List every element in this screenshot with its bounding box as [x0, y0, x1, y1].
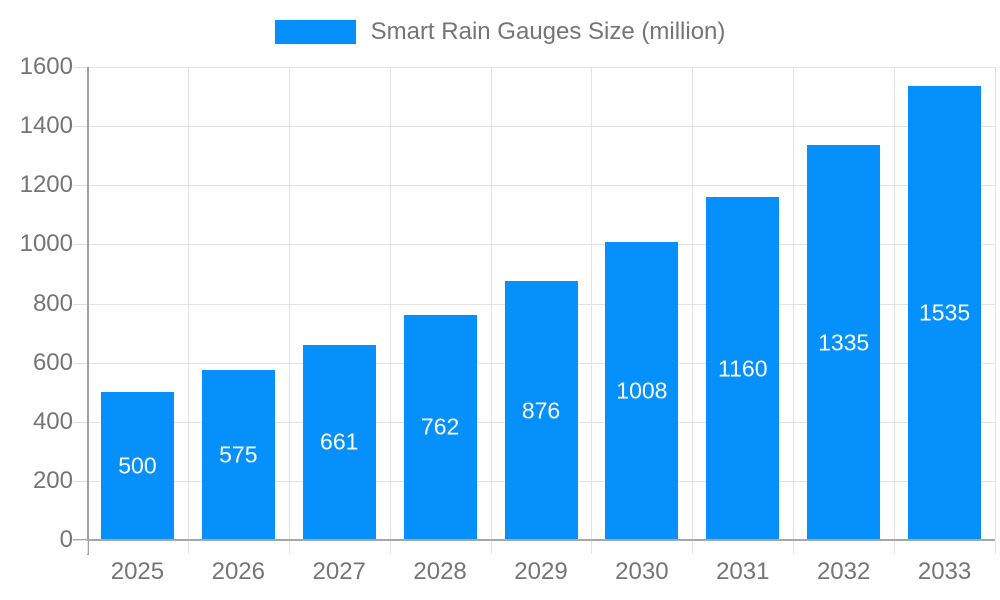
x-gridline	[288, 67, 290, 540]
legend-series-label[interactable]: Smart Rain Gauges Size (million)	[370, 18, 726, 45]
y-axis-tick	[73, 303, 87, 305]
y-axis-tick-label: 1200	[19, 171, 73, 199]
y-gridline	[87, 126, 995, 128]
x-axis-line	[73, 539, 995, 541]
x-axis-tick	[692, 541, 694, 554]
y-axis-tick	[73, 67, 87, 68]
x-gridline	[187, 67, 189, 540]
y-axis-tick-label: 200	[32, 466, 73, 494]
y-axis-line	[87, 67, 89, 555]
x-axis-tick-label: 2027	[312, 558, 366, 585]
bar-2033[interactable]: 1535	[908, 86, 982, 540]
y-axis-tick	[73, 244, 87, 246]
x-axis-tick	[288, 541, 290, 554]
y-axis-tick	[73, 362, 87, 364]
bar-value-label: 1535	[918, 299, 971, 326]
bar-2029[interactable]: 876	[504, 281, 578, 540]
y-axis-tick	[73, 185, 87, 187]
y-gridline	[87, 244, 995, 246]
x-axis-tick	[591, 541, 593, 554]
x-gridline	[389, 67, 391, 540]
y-axis-tick	[73, 480, 87, 482]
x-gridline	[490, 67, 492, 540]
bar-value-label: 762	[420, 413, 460, 440]
legend-swatch-icon[interactable]	[274, 20, 356, 44]
y-axis-tick	[73, 126, 87, 128]
x-axis-tick-label: 2028	[413, 558, 467, 585]
bar-2027[interactable]: 661	[302, 344, 376, 540]
x-axis-tick	[187, 541, 189, 554]
y-axis-tick-label: 600	[32, 348, 73, 376]
x-gridline	[692, 67, 694, 540]
x-axis-tick	[793, 541, 795, 554]
x-axis-tick-label: 2033	[917, 558, 972, 585]
y-axis-tick	[73, 540, 87, 541]
y-axis-tick	[73, 421, 87, 423]
y-axis-tick-label: 1600	[19, 53, 73, 80]
bar-value-label: 1160	[718, 355, 768, 382]
y-axis-tick-label: 400	[32, 407, 73, 435]
bar-value-label: 1335	[818, 329, 870, 356]
bar-value-label: 575	[219, 441, 258, 468]
bar-2026[interactable]: 575	[201, 370, 275, 540]
x-axis-tick-label: 2025	[110, 558, 165, 585]
x-axis-tick-label: 2030	[615, 558, 669, 585]
x-gridline	[894, 67, 896, 540]
x-axis-tick	[995, 541, 996, 554]
x-axis-tick-label: 2032	[816, 558, 871, 585]
x-gridline	[591, 67, 593, 540]
bar-value-label: 661	[320, 428, 359, 455]
x-axis-tick-label: 2026	[211, 558, 265, 585]
bar-2028[interactable]: 762	[403, 314, 477, 540]
y-gridline	[87, 67, 995, 68]
y-gridline	[87, 185, 995, 187]
x-gridline	[793, 67, 795, 540]
x-gridline	[995, 67, 996, 540]
y-axis-tick-label: 0	[59, 526, 73, 553]
x-axis-tick-label: 2031	[716, 558, 770, 585]
bar-value-label: 1008	[616, 377, 668, 404]
chart-legend: Smart Rain Gauges Size (million)	[0, 18, 1000, 46]
y-axis-tick-label: 1400	[19, 112, 73, 140]
bar-value-label: 876	[521, 397, 561, 424]
y-axis-tick-label: 1000	[19, 230, 73, 258]
bar-2025[interactable]: 500	[100, 392, 174, 540]
plot-area: 500 575 661 762 876 1008 1160 1335 1535	[87, 67, 996, 540]
bar-value-label: 500	[118, 452, 157, 479]
bar-2031[interactable]: 1160	[706, 197, 780, 540]
x-axis-tick	[87, 541, 88, 554]
y-axis-tick-label: 800	[32, 289, 73, 317]
x-axis-tick	[894, 541, 896, 554]
x-axis-tick	[389, 541, 391, 554]
x-axis-tick-label: 2029	[514, 558, 568, 585]
x-axis-tick	[490, 541, 492, 554]
bar-2030[interactable]: 1008	[605, 242, 679, 540]
bar-2032[interactable]: 1335	[807, 145, 881, 540]
